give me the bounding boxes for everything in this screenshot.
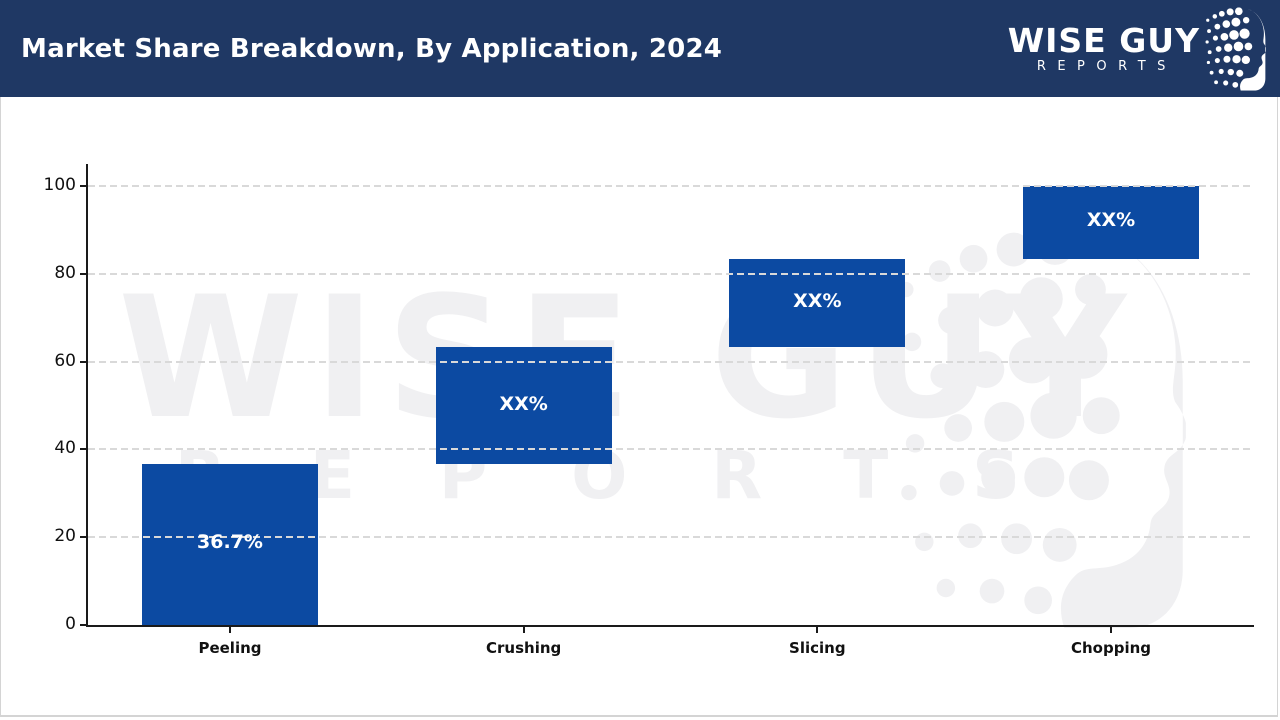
- y-tick-20: [80, 536, 86, 539]
- logo-reports-label: REPORTS: [1036, 58, 1177, 74]
- x-axis-line: [86, 625, 1254, 627]
- y-axis-line: [86, 164, 88, 626]
- bar-value-label: XX%: [499, 392, 548, 415]
- bar-chopping: [1023, 186, 1199, 259]
- y-tick-80: [80, 272, 86, 275]
- y-tick-label: 20: [54, 526, 76, 547]
- category-label-chopping: Chopping: [1070, 639, 1152, 657]
- y-tick-label: 0: [65, 614, 76, 634]
- gridline-100: [88, 185, 1253, 187]
- header-banner: Market Share Breakdown, By Application, …: [0, 0, 1280, 97]
- y-tick-label: 80: [54, 262, 76, 283]
- gridline-20: [88, 536, 1253, 539]
- bar-crushing: [435, 347, 612, 464]
- y-tick-label: 60: [54, 350, 76, 371]
- x-tick-peeling: [229, 627, 231, 633]
- bar-peeling: [142, 463, 318, 625]
- bar-value-label: XX%: [793, 289, 842, 312]
- x-tick-crushing: [522, 627, 525, 633]
- category-label-crushing: Crushing: [486, 639, 562, 657]
- x-tick-chopping: [1110, 627, 1112, 633]
- logo-wiseguy-label: WISE GUY: [1007, 20, 1200, 60]
- wise-guy-reports-logo: WISE GUY REPORTS: [1008, 0, 1266, 97]
- y-tick-60: [80, 360, 86, 363]
- y-tick-label: 40: [54, 438, 76, 459]
- bar-value-label: XX%: [1086, 209, 1136, 232]
- y-tick-label: 100: [43, 175, 76, 195]
- logo-text: WISE GUY REPORTS: [1007, 20, 1200, 74]
- gridline-80: [88, 272, 1253, 275]
- y-tick-100: [80, 185, 86, 187]
- y-tick-0: [80, 624, 86, 626]
- category-label-slicing: Slicing: [789, 639, 846, 657]
- watermark-wiseguy-text: WISE GUY: [118, 260, 1137, 456]
- category-label-peeling: Peeling: [198, 639, 262, 657]
- gridline-60: [88, 360, 1253, 363]
- bar-value-label: 36.7%: [197, 531, 263, 554]
- page-title: Market Share Breakdown, By Application, …: [21, 33, 723, 64]
- y-tick-40: [80, 448, 86, 451]
- x-tick-slicing: [816, 627, 819, 633]
- logo-dotted-face-icon: [1202, 7, 1266, 91]
- gridline-40: [88, 448, 1253, 451]
